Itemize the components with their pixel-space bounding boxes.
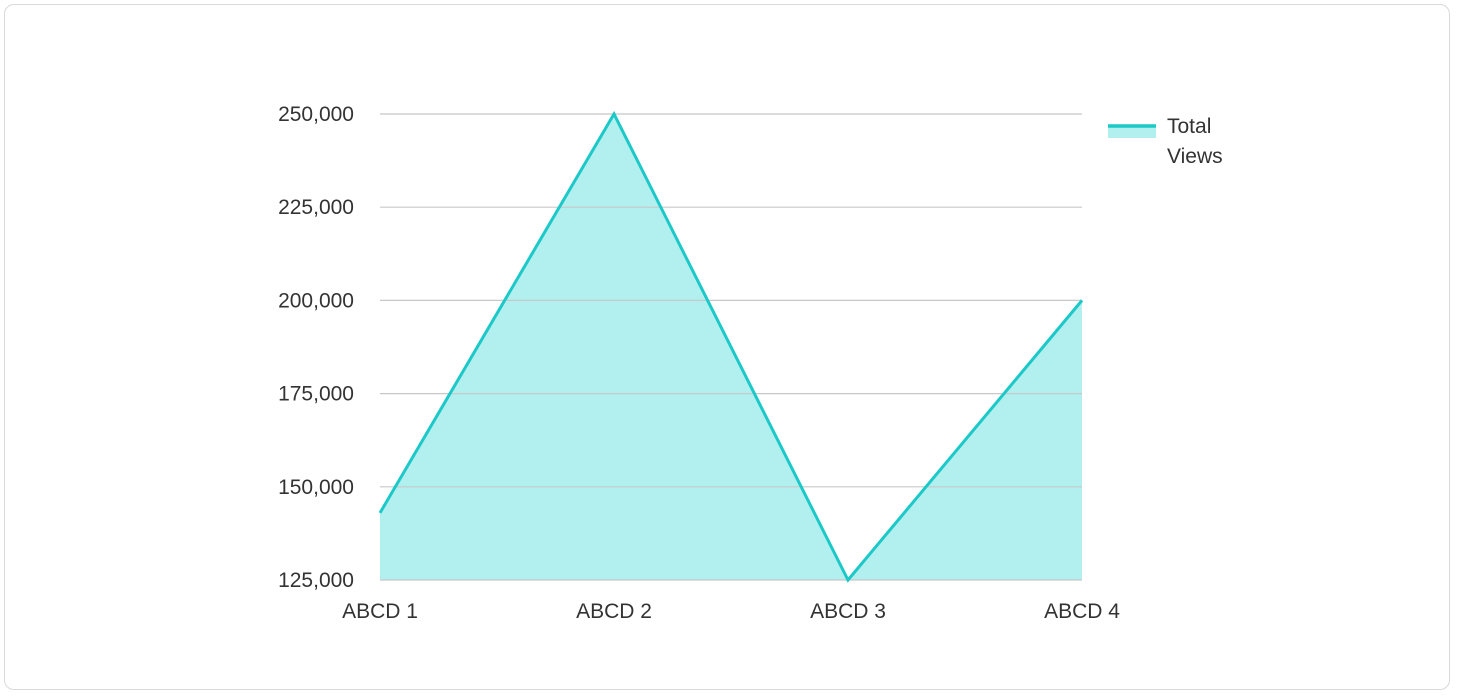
y-tick-label: 175,000: [278, 383, 354, 406]
y-tick-label: 250,000: [278, 103, 354, 126]
y-tick-label: 225,000: [278, 196, 354, 219]
y-tick-label: 150,000: [278, 476, 354, 499]
legend-label-line: Views: [1167, 145, 1223, 168]
legend-swatch-fill: [1108, 126, 1156, 138]
x-tick-label: ABCD 2: [576, 600, 652, 623]
grid-lines: [380, 113, 1082, 581]
y-tick-label: 200,000: [278, 289, 354, 312]
x-axis-ticks: ABCD 1 ABCD 2 ABCD 3 ABCD 4: [342, 600, 1120, 623]
legend-label: Total Views: [1167, 115, 1223, 168]
x-tick-label: ABCD 1: [342, 600, 418, 623]
legend: Total Views: [1108, 115, 1223, 168]
series-line: [378, 110, 1084, 583]
x-tick-label: ABCD 4: [1044, 600, 1120, 623]
legend-label-line: Total: [1167, 115, 1211, 138]
y-tick-label: 125,000: [278, 569, 354, 592]
y-axis-ticks: 125,000 150,000 175,000 200,000 225,000 250,0…: [278, 103, 354, 592]
x-tick-label: ABCD 3: [810, 600, 886, 623]
